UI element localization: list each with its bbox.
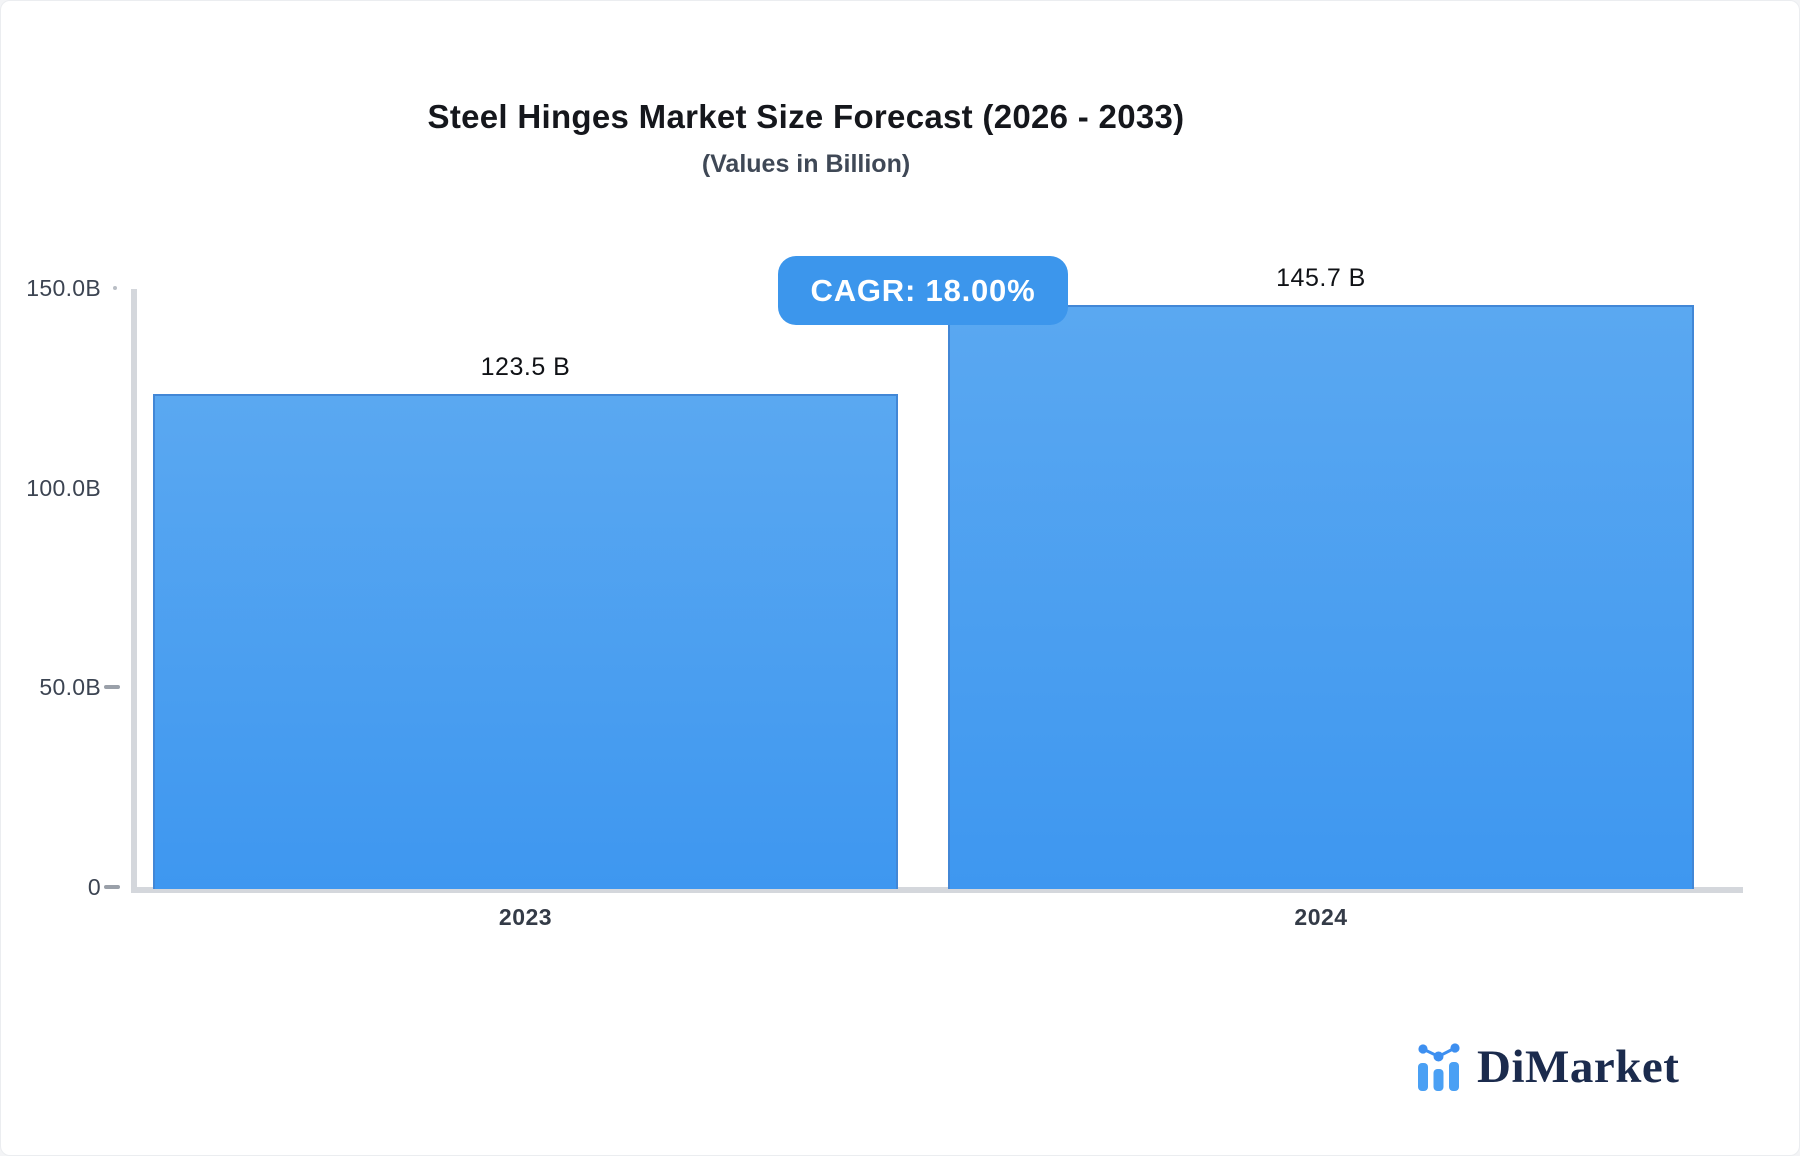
bar-2024	[948, 305, 1694, 889]
bar-2023	[153, 393, 898, 889]
bar-chart-with-trendline-icon	[1418, 1043, 1460, 1091]
x-axis-category-label: 2024	[1294, 904, 1348, 930]
bar-value-label: 145.7 B	[1276, 264, 1366, 293]
dimarket-logo-text: DiMarket	[1477, 1041, 1680, 1093]
x-axis-line	[131, 887, 1743, 893]
cagr-badge: CAGR: 18.00%	[778, 256, 1068, 325]
x-axis-category-label: 2023	[498, 904, 553, 930]
dimarket-logo: DiMarket	[1417, 1043, 1679, 1091]
y-axis-tick-mark	[104, 685, 120, 690]
y-axis-tick-label: 50.0B	[39, 674, 101, 701]
y-axis-tick-mark	[113, 286, 117, 290]
chart-title: Steel Hinges Market Size Forecast (2026 …	[427, 98, 1185, 135]
bar-value-label: 123.5 B	[480, 352, 571, 381]
y-axis-line	[131, 289, 137, 893]
y-axis-tick-label: 0	[87, 874, 101, 900]
y-axis-tick-mark	[104, 885, 120, 889]
y-axis-tick-label: 100.0B	[26, 474, 101, 501]
chart-subtitle: (Values in Billion)	[701, 150, 911, 178]
y-axis-tick-label: 150.0B	[26, 275, 101, 301]
